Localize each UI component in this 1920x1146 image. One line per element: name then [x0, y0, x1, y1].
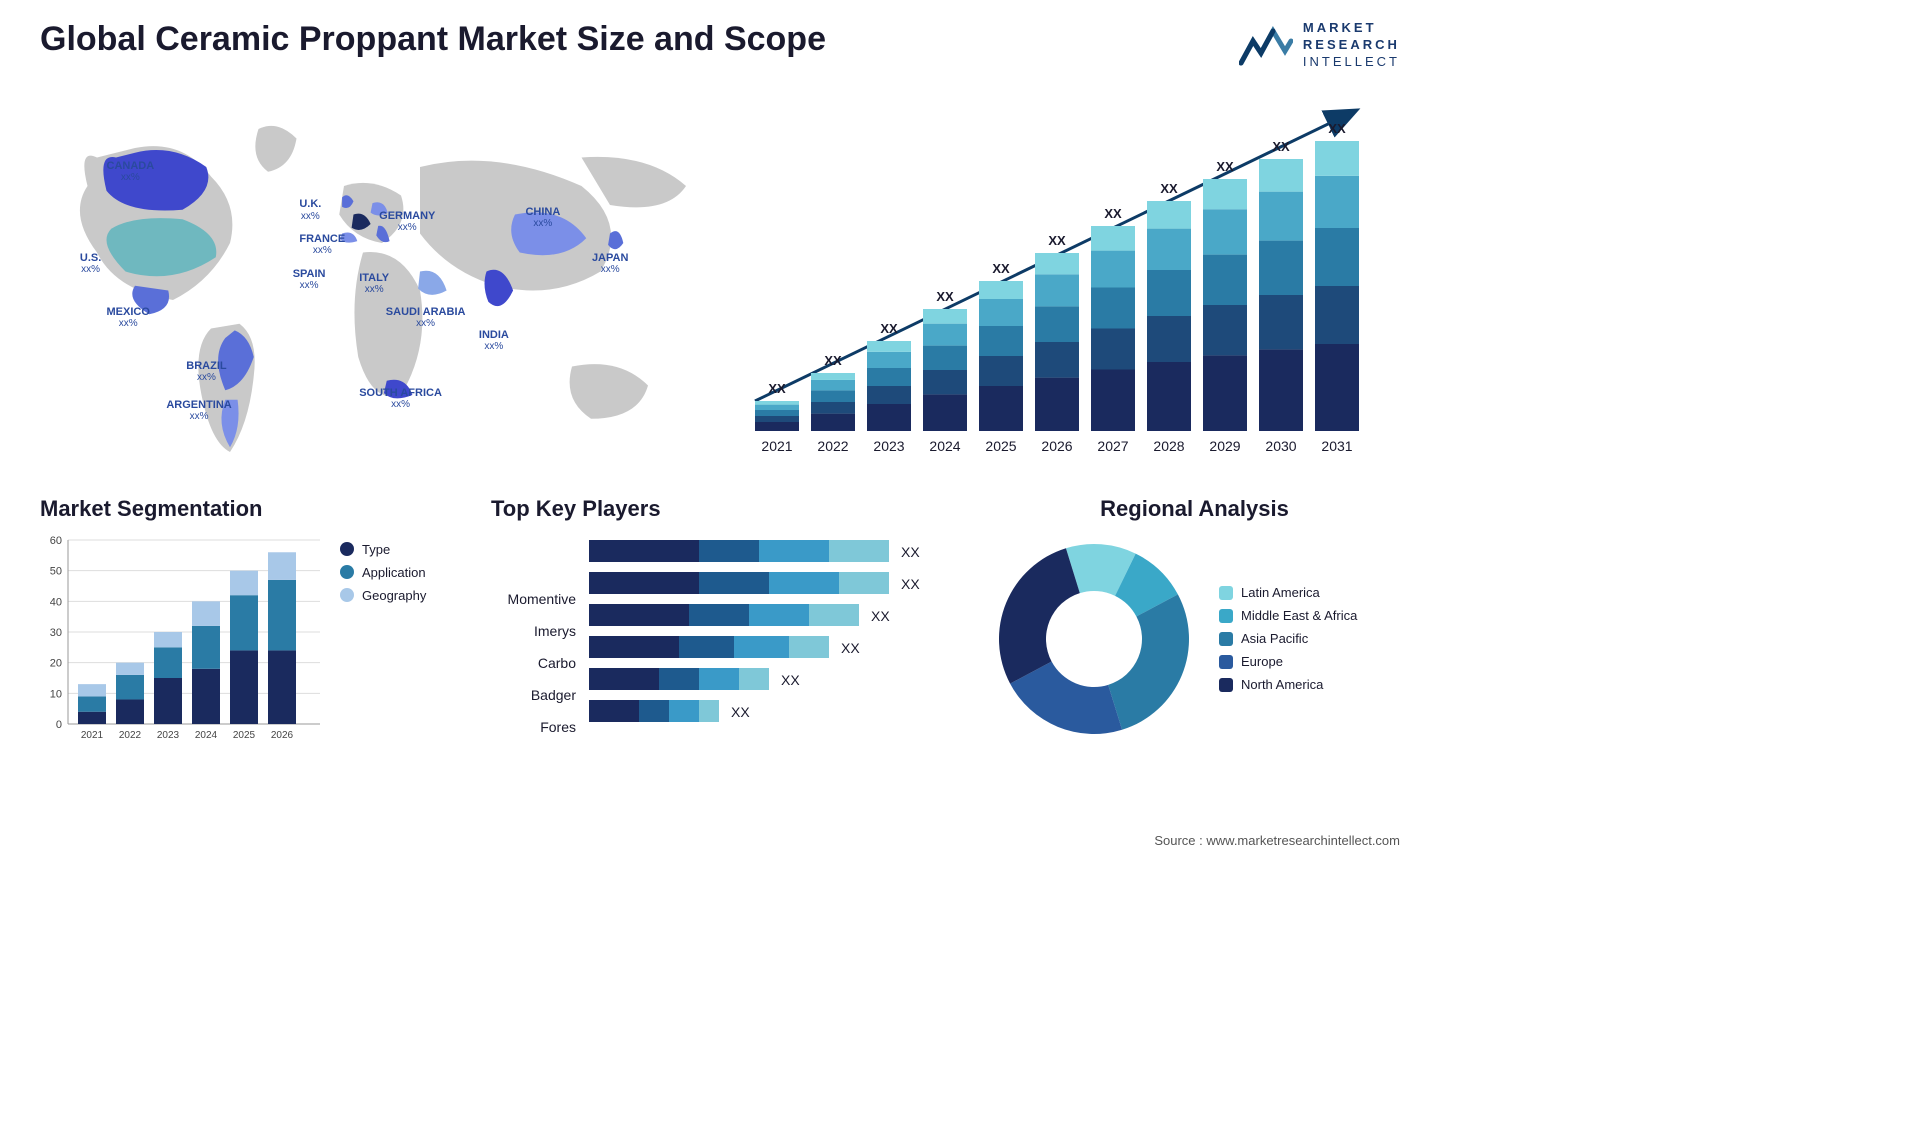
segmentation-chart-svg: 0 10 20 30 40 50 60 2021 2022 2023 2024 2025 2026 [40, 534, 320, 744]
map-label: CHINAxx% [525, 206, 560, 229]
brand-logo: MARKET RESEARCH INTELLECT [1239, 20, 1400, 71]
svg-text:2026: 2026 [1041, 438, 1072, 454]
segmentation-panel: Market Segmentation 0 10 20 30 40 50 60 2021 202… [40, 496, 451, 744]
svg-text:XX: XX [1048, 233, 1066, 248]
svg-text:10: 10 [50, 688, 62, 700]
map-label: JAPANxx% [592, 252, 628, 275]
map-label: SPAINxx% [293, 268, 326, 291]
logo-text: MARKET RESEARCH INTELLECT [1303, 20, 1400, 71]
legend-item: North America [1219, 677, 1357, 692]
main-row: CANADAxx% U.S.xx% MEXICOxx% BRAZILxx% ARGENT… [0, 81, 1440, 486]
bottom-row: Market Segmentation 0 10 20 30 40 50 60 2021 202… [0, 486, 1440, 754]
svg-text:2023: 2023 [873, 438, 904, 454]
svg-text:XX: XX [1160, 181, 1178, 196]
svg-text:40: 40 [50, 596, 62, 608]
segmentation-title: Market Segmentation [40, 496, 451, 522]
svg-text:2021: 2021 [761, 438, 792, 454]
players-title: Top Key Players [491, 496, 949, 522]
svg-text:XX: XX [841, 640, 860, 656]
segmentation-legend: Type Application Geography [340, 534, 426, 744]
svg-text:2024: 2024 [929, 438, 960, 454]
regional-panel: Regional Analysis Latin America Middle Ea… [989, 496, 1400, 744]
legend-item: Middle East & Africa [1219, 608, 1357, 623]
svg-text:XX: XX [768, 381, 786, 396]
svg-text:2027: 2027 [1097, 438, 1128, 454]
legend-item: Europe [1219, 654, 1357, 669]
svg-text:Badger: Badger [531, 687, 576, 703]
donut-chart-svg [989, 534, 1199, 744]
players-chart-svg: XX XX XX XX XX XX [589, 534, 949, 744]
regional-title: Regional Analysis [989, 496, 1400, 522]
svg-text:XX: XX [936, 289, 954, 304]
svg-text:XX: XX [880, 321, 898, 336]
svg-text:XX: XX [731, 704, 750, 720]
legend-item: Geography [340, 588, 426, 603]
svg-text:Imerys: Imerys [534, 623, 576, 639]
svg-text:60: 60 [50, 535, 62, 547]
map-label: GERMANYxx% [379, 210, 435, 233]
svg-text:2030: 2030 [1265, 438, 1296, 454]
legend-item: Latin America [1219, 585, 1357, 600]
map-label: BRAZILxx% [186, 360, 226, 383]
legend-item: Type [340, 542, 426, 557]
players-panel: Top Key Players Momentive Imerys Carbo Badg… [491, 496, 949, 744]
svg-text:2022: 2022 [119, 730, 142, 741]
map-label: U.S.xx% [80, 252, 101, 275]
page-title: Global Ceramic Proppant Market Size and … [40, 20, 826, 59]
svg-text:XX: XX [1272, 139, 1290, 154]
source-attribution: Source : www.marketresearchintellect.com [1154, 833, 1400, 848]
world-map: CANADAxx% U.S.xx% MEXICOxx% BRAZILxx% ARGENT… [40, 91, 705, 476]
map-label: ARGENTINAxx% [166, 399, 231, 422]
svg-text:XX: XX [901, 576, 920, 592]
svg-text:30: 30 [50, 627, 62, 639]
svg-text:Carbo: Carbo [538, 655, 576, 671]
svg-text:50: 50 [50, 565, 62, 577]
map-label: SOUTH AFRICAxx% [359, 387, 442, 410]
players-labels-svg: Momentive Imerys Carbo Badger Fores [491, 534, 581, 744]
legend-item: Asia Pacific [1219, 631, 1357, 646]
map-label: SAUDI ARABIAxx% [386, 306, 466, 329]
map-label: INDIAxx% [479, 329, 509, 352]
growth-chart-svg: XX 2021 XX 2022 XX 2023 XX 2024 XX 2025 XX 2026 XX 20… [735, 91, 1395, 461]
svg-text:Momentive: Momentive [508, 591, 577, 607]
svg-text:XX: XX [1104, 206, 1122, 221]
svg-text:2029: 2029 [1209, 438, 1240, 454]
regional-legend: Latin America Middle East & Africa Asia Pa… [1219, 577, 1357, 700]
map-label: U.K.xx% [299, 198, 321, 221]
svg-text:20: 20 [50, 657, 62, 669]
svg-text:0: 0 [56, 719, 62, 731]
map-label: MEXICOxx% [107, 306, 150, 329]
svg-text:XX: XX [1216, 159, 1234, 174]
svg-text:2022: 2022 [817, 438, 848, 454]
svg-text:2025: 2025 [985, 438, 1016, 454]
svg-text:2031: 2031 [1321, 438, 1352, 454]
svg-text:XX: XX [1328, 121, 1346, 136]
svg-text:2026: 2026 [271, 730, 294, 741]
svg-text:2028: 2028 [1153, 438, 1184, 454]
svg-text:2025: 2025 [233, 730, 256, 741]
svg-text:2024: 2024 [195, 730, 218, 741]
svg-text:XX: XX [901, 544, 920, 560]
svg-text:XX: XX [992, 261, 1010, 276]
growth-chart: XX 2021 XX 2022 XX 2023 XX 2024 XX 2025 XX 2026 XX 20… [735, 91, 1400, 476]
svg-text:XX: XX [824, 353, 842, 368]
svg-text:2021: 2021 [81, 730, 104, 741]
legend-item: Application [340, 565, 426, 580]
logo-mark-icon [1239, 23, 1293, 67]
svg-text:XX: XX [871, 608, 890, 624]
map-label: FRANCExx% [299, 233, 345, 256]
svg-text:Fores: Fores [540, 719, 576, 735]
svg-text:XX: XX [781, 672, 800, 688]
map-label: CANADAxx% [107, 160, 155, 183]
map-label: ITALYxx% [359, 272, 389, 295]
svg-text:2023: 2023 [157, 730, 180, 741]
header: Global Ceramic Proppant Market Size and … [0, 0, 1440, 81]
